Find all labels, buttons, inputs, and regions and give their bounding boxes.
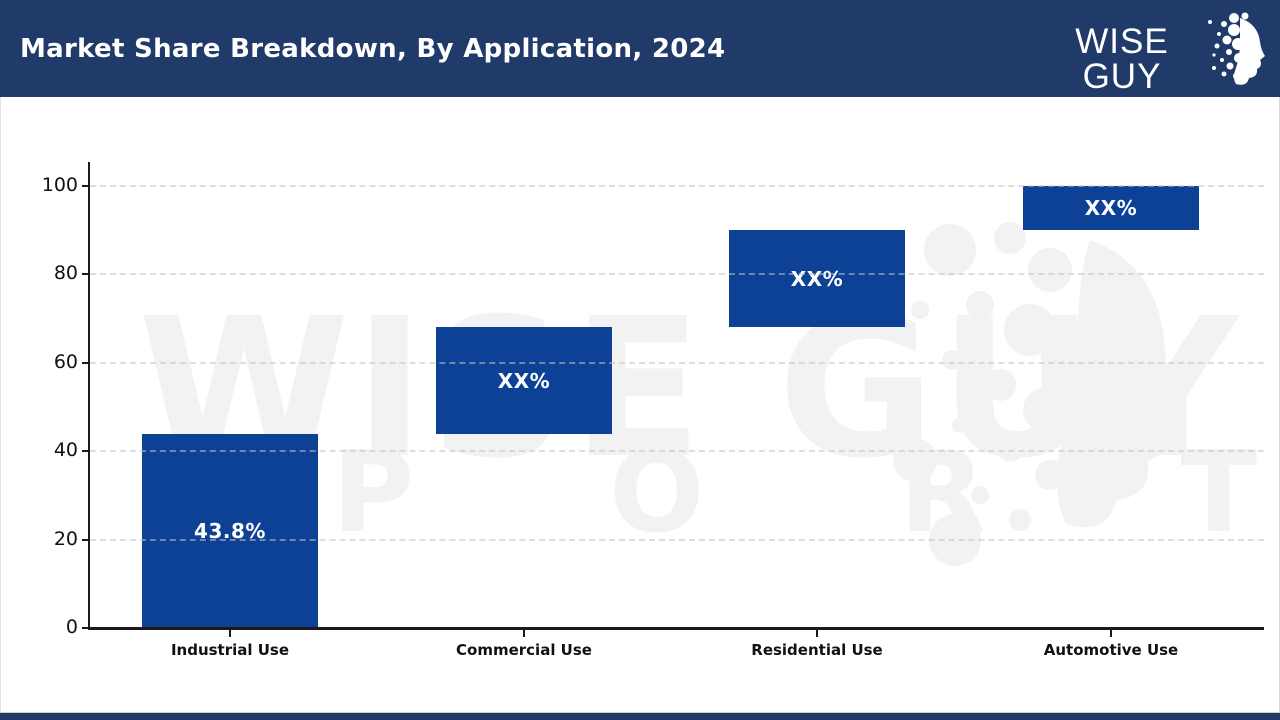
y-tick-label-60: 60 bbox=[53, 350, 78, 373]
y-tick-label-80: 80 bbox=[53, 262, 78, 285]
y-tick-60 bbox=[82, 361, 90, 364]
header-bar: Market Share Breakdown, By Application, … bbox=[0, 0, 1280, 126]
y-tick-label-100: 100 bbox=[41, 174, 78, 196]
y-tick-20 bbox=[82, 538, 90, 541]
bar-value-label: XX% bbox=[497, 368, 551, 393]
x-tick-0 bbox=[229, 630, 231, 637]
logo-subtitle: R E P O R T S bbox=[1047, 98, 1203, 126]
bar-commercial-use: XX% bbox=[436, 327, 612, 435]
watermark-dotted-head bbox=[893, 222, 1182, 566]
y-tick-0 bbox=[82, 627, 90, 629]
x-tick-1 bbox=[523, 630, 525, 637]
bar-value-label: XX% bbox=[1084, 196, 1138, 221]
gridline-60 bbox=[90, 361, 1264, 364]
bar-residential-use: XX% bbox=[729, 230, 905, 328]
logo-wordmark: WISE GUY bbox=[1075, 22, 1169, 96]
logo-text: WISE GUY R E P O R T S bbox=[1038, 24, 1206, 126]
bar-automotive-use: XX% bbox=[1023, 186, 1199, 231]
page-title: Market Share Breakdown, By Application, … bbox=[20, 33, 726, 64]
wise-guy-reports-logo: WISE GUY R E P O R T S bbox=[1012, 6, 1270, 126]
dotted-head-icon bbox=[1208, 12, 1265, 85]
gridline-100 bbox=[90, 185, 1264, 187]
x-axis-line bbox=[88, 627, 1264, 630]
y-tick-100 bbox=[82, 185, 90, 187]
bar-value-label: XX% bbox=[790, 266, 844, 291]
y-tick-label-20: 20 bbox=[53, 527, 78, 550]
footer-bar bbox=[0, 713, 1280, 720]
gridline-40 bbox=[90, 450, 1264, 453]
gridline-80 bbox=[90, 273, 1264, 276]
x-tick-2 bbox=[816, 630, 818, 637]
y-tick-40 bbox=[82, 450, 90, 453]
gridline-20 bbox=[90, 538, 1264, 541]
x-tick-label-0: Industrial Use bbox=[170, 641, 290, 659]
y-tick-80 bbox=[82, 273, 90, 276]
x-tick-label-3: Automotive Use bbox=[1043, 641, 1179, 659]
x-tick-label-2: Residential Use bbox=[751, 641, 883, 659]
y-axis-line bbox=[88, 162, 90, 630]
y-tick-label-0: 0 bbox=[65, 616, 78, 638]
x-tick-3 bbox=[1110, 630, 1112, 637]
y-tick-label-40: 40 bbox=[53, 439, 78, 462]
bar-industrial-use: 43.8% bbox=[142, 434, 318, 628]
x-tick-label-1: Commercial Use bbox=[456, 641, 592, 659]
